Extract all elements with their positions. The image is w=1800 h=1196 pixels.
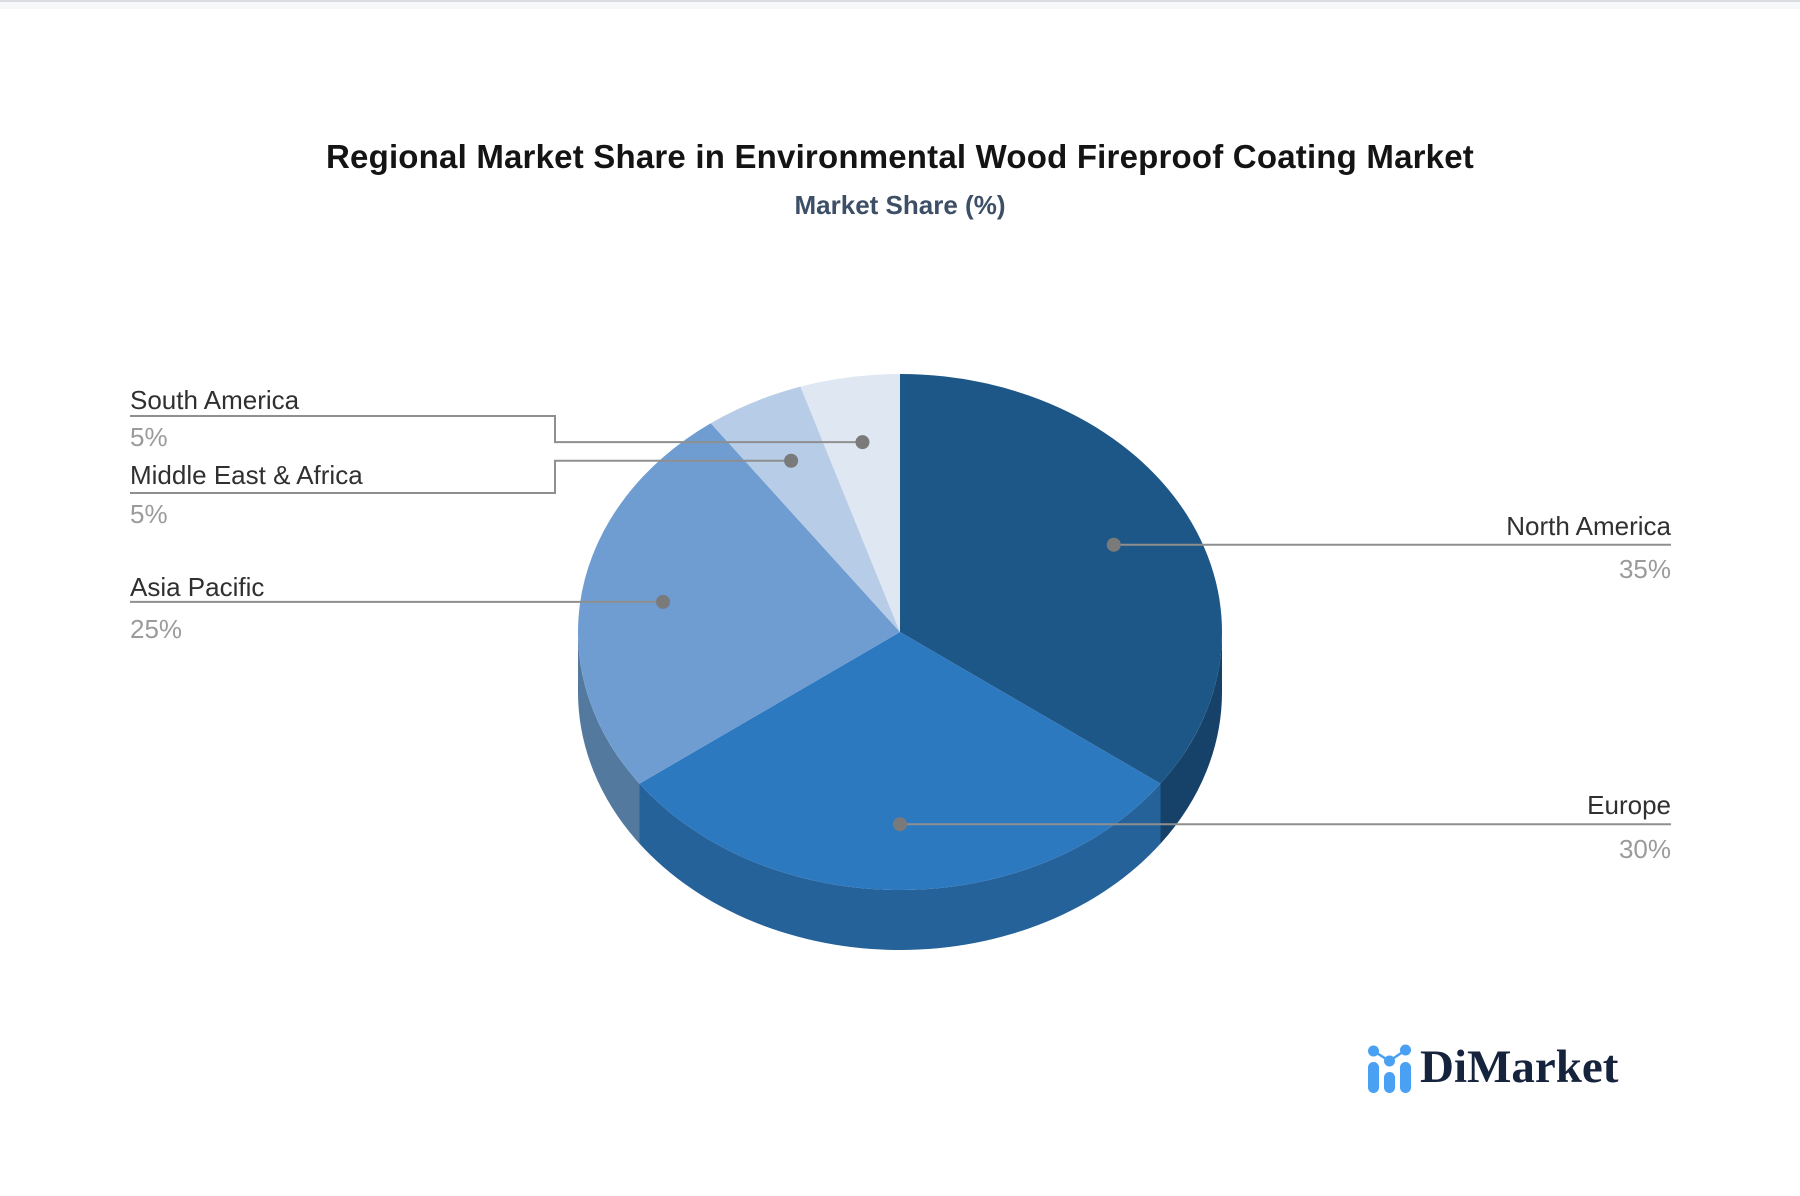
callout-label-asia-pacific: Asia Pacific [130, 572, 265, 602]
callout-label-middle-east-africa: Middle East & Africa [130, 460, 363, 490]
leader-dot-middle-east-africa [784, 453, 799, 468]
asia-pacific-value: 25% [130, 614, 183, 644]
north-america-value: 35% [1618, 554, 1671, 584]
middle-east-africa-value: 5% [130, 499, 168, 529]
pie-slice-side-europe [639, 783, 1161, 950]
pie-slice-side-north-america [1160, 632, 1222, 844]
callout-value-europe: 30% [1618, 834, 1671, 864]
europe-label: Europe [1587, 790, 1671, 820]
callout-label-north-america: North America [1506, 511, 1671, 541]
pie-slice-north-america[interactable] [900, 374, 1223, 784]
top-strip [0, 0, 1800, 9]
callout-label-europe: Europe [1587, 790, 1671, 820]
pie-slice-south-america[interactable] [800, 374, 900, 632]
brand-logo: DiMarket [1362, 1030, 1652, 1100]
leader-dot-north-america [1106, 537, 1121, 552]
leader-dot-asia-pacific [656, 594, 671, 609]
europe-value: 30% [1618, 834, 1671, 864]
north-america-label: North America [1506, 511, 1671, 541]
chart-subtitle: Market Share (%) [794, 190, 1006, 220]
south-america-label: South America [130, 385, 300, 415]
callout-value-asia-pacific: 25% [130, 614, 183, 644]
south-america-value: 5% [130, 422, 168, 452]
pie-slice-middle-east-africa[interactable] [710, 386, 900, 632]
callout-value-middle-east-africa: 5% [130, 499, 168, 529]
pie-slice-asia-pacific[interactable] [578, 423, 900, 784]
pie-slice-europe[interactable] [639, 632, 1161, 890]
leader-dot-south-america [855, 435, 870, 450]
leader-dot-europe [893, 817, 907, 832]
bar-chart-logo-icon [1368, 1044, 1411, 1093]
callout-value-north-america: 35% [1618, 554, 1671, 584]
pie-slice-side-asia-pacific [578, 632, 640, 844]
chart-title: Regional Market Share in Environmental W… [326, 138, 1474, 175]
leader-line-middle-east-africa [130, 459, 792, 494]
asia-pacific-label: Asia Pacific [130, 572, 265, 602]
leader-line-south-america [130, 415, 863, 444]
brand-logo-text: DiMarket [1420, 1041, 1619, 1093]
callout-label-south-america: South America [130, 385, 300, 415]
middle-east-africa-label: Middle East & Africa [130, 460, 363, 490]
callout-value-south-america: 5% [130, 422, 168, 452]
